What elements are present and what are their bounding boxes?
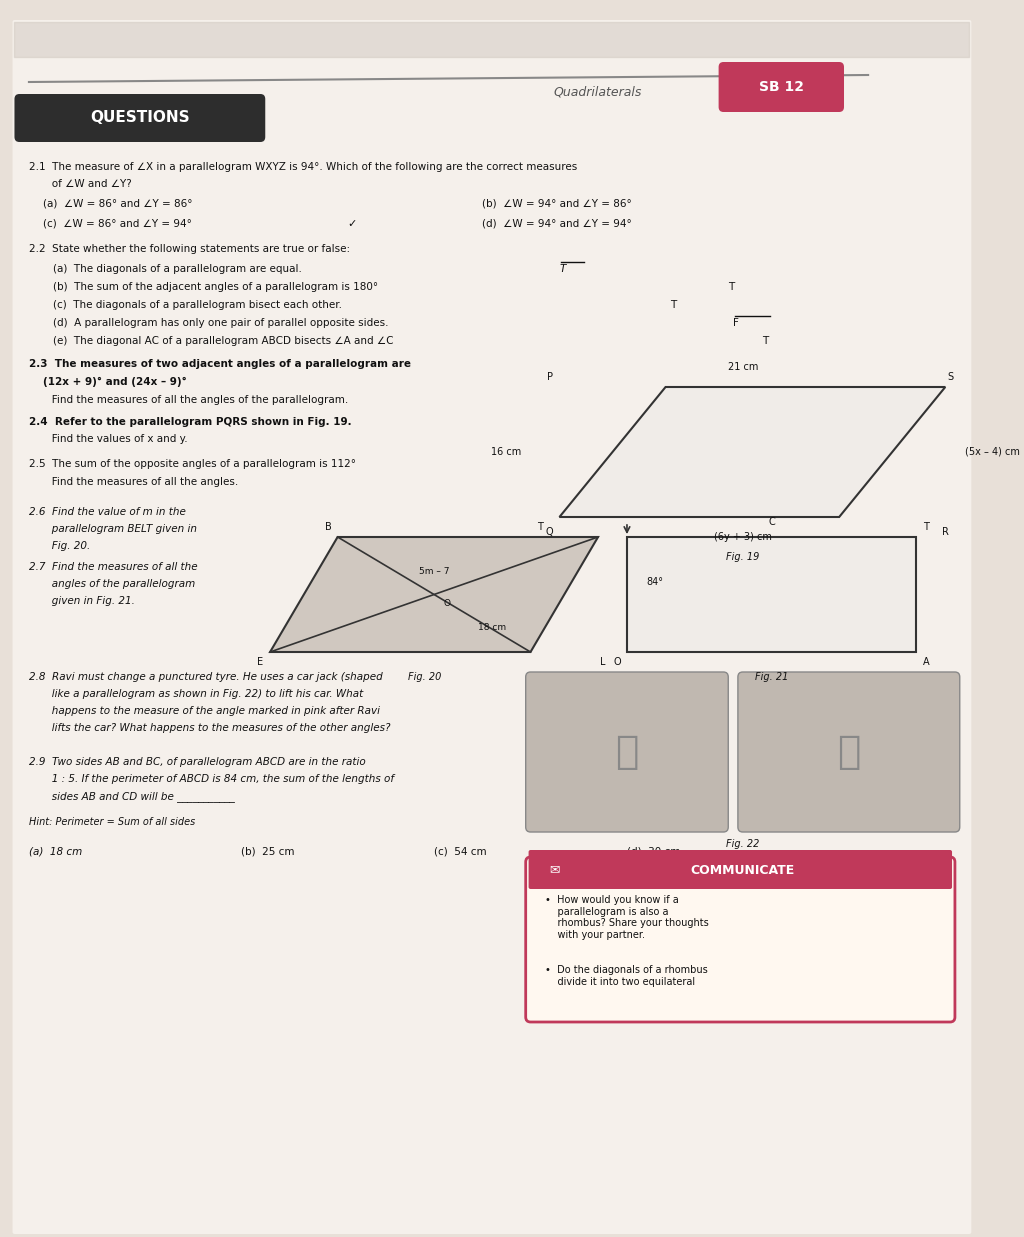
- Text: (5x – 4) cm: (5x – 4) cm: [965, 447, 1020, 456]
- Text: T: T: [671, 301, 677, 310]
- Text: 2.8  Ravi must change a punctured tyre. He uses a car jack (shaped: 2.8 Ravi must change a punctured tyre. H…: [29, 672, 383, 682]
- Text: 2.1  The measure of ∠X in a parallelogram WXYZ is 94°. Which of the following ar: 2.1 The measure of ∠X in a parallelogram…: [29, 162, 578, 172]
- Polygon shape: [820, 857, 878, 917]
- Text: given in Fig. 21.: given in Fig. 21.: [29, 596, 135, 606]
- Text: COMMUNICATE: COMMUNICATE: [690, 863, 795, 877]
- Text: ✉: ✉: [550, 863, 560, 877]
- Text: (b)  25 cm: (b) 25 cm: [241, 847, 295, 857]
- FancyBboxPatch shape: [738, 672, 959, 833]
- Text: 1 : 5. If the perimeter of ABCD is 84 cm, the sum of the lengths of: 1 : 5. If the perimeter of ABCD is 84 cm…: [29, 774, 394, 784]
- Text: 21 cm: 21 cm: [727, 362, 758, 372]
- Text: O: O: [443, 600, 451, 609]
- Text: (12x + 9)° and (24x – 9)°: (12x + 9)° and (24x – 9)°: [43, 377, 187, 387]
- FancyBboxPatch shape: [719, 62, 844, 113]
- Text: 2.9  Two sides AB and BC, of parallelogram ABCD are in the ratio: 2.9 Two sides AB and BC, of parallelogra…: [29, 757, 366, 767]
- Text: 84°: 84°: [646, 576, 664, 588]
- Text: E: E: [257, 657, 263, 667]
- Text: 🚗: 🚗: [615, 734, 639, 771]
- Text: Fig. 21: Fig. 21: [755, 672, 788, 682]
- FancyBboxPatch shape: [525, 857, 955, 1022]
- Text: (c)  The diagonals of a parallelogram bisect each other.: (c) The diagonals of a parallelogram bis…: [53, 301, 342, 310]
- Text: Fig. 20.: Fig. 20.: [29, 541, 90, 550]
- Text: (d)  30 cm: (d) 30 cm: [627, 847, 680, 857]
- Text: (e)  The diagonal AC of a parallelogram ABCD bisects ∠A and ∠C: (e) The diagonal AC of a parallelogram A…: [53, 336, 393, 346]
- Text: 2.7  Find the measures of all the: 2.7 Find the measures of all the: [29, 562, 198, 571]
- Text: O: O: [613, 657, 622, 667]
- Text: 5m – 7: 5m – 7: [419, 568, 450, 576]
- Text: angles of the parallelogram: angles of the parallelogram: [29, 579, 196, 589]
- Text: T: T: [923, 522, 929, 532]
- FancyBboxPatch shape: [12, 20, 972, 1235]
- Text: L: L: [600, 657, 605, 667]
- Text: SB 12: SB 12: [759, 80, 804, 94]
- Polygon shape: [627, 537, 916, 652]
- Text: ✓: ✓: [347, 219, 356, 229]
- Polygon shape: [270, 537, 598, 652]
- Text: 2.5  The sum of the opposite angles of a parallelogram is 112°: 2.5 The sum of the opposite angles of a …: [29, 459, 356, 469]
- Text: 🚗: 🚗: [838, 734, 860, 771]
- Text: (c)  ∠W = 86° and ∠Y = 94°: (c) ∠W = 86° and ∠Y = 94°: [43, 219, 193, 229]
- Text: Fig. 19: Fig. 19: [726, 552, 760, 562]
- Text: lifts the car? What happens to the measures of the other angles?: lifts the car? What happens to the measu…: [29, 722, 390, 734]
- Text: (d)  A parallelogram has only one pair of parallel opposite sides.: (d) A parallelogram has only one pair of…: [53, 318, 388, 328]
- Text: T: T: [762, 336, 768, 346]
- Text: C: C: [768, 517, 775, 527]
- FancyBboxPatch shape: [14, 94, 265, 142]
- Text: (d)  ∠W = 94° and ∠Y = 94°: (d) ∠W = 94° and ∠Y = 94°: [482, 219, 632, 229]
- Text: T: T: [538, 522, 543, 532]
- Text: (b)  ∠W = 94° and ∠Y = 86°: (b) ∠W = 94° and ∠Y = 86°: [482, 199, 632, 209]
- Text: Fig. 20: Fig. 20: [408, 672, 441, 682]
- Text: 2.6  Find the value of m in the: 2.6 Find the value of m in the: [29, 507, 185, 517]
- FancyBboxPatch shape: [525, 672, 728, 833]
- Text: of ∠W and ∠Y?: of ∠W and ∠Y?: [29, 179, 132, 189]
- Text: QUESTIONS: QUESTIONS: [90, 110, 189, 125]
- Text: T: T: [559, 263, 566, 275]
- Text: •  How would you know if a
    parallelogram is also a
    rhombus? Share your t: • How would you know if a parallelogram …: [545, 896, 709, 940]
- Text: (b)  The sum of the adjacent angles of a parallelogram is 180°: (b) The sum of the adjacent angles of a …: [53, 282, 378, 292]
- Text: 2.3  The measures of two adjacent angles of a parallelogram are: 2.3 The measures of two adjacent angles …: [29, 359, 411, 369]
- Text: T: T: [728, 282, 734, 292]
- Text: like a parallelogram as shown in Fig. 22) to lift his car. What: like a parallelogram as shown in Fig. 22…: [29, 689, 364, 699]
- Polygon shape: [559, 387, 945, 517]
- Text: (a)  18 cm: (a) 18 cm: [29, 847, 82, 857]
- Text: happens to the measure of the angle marked in pink after Ravi: happens to the measure of the angle mark…: [29, 706, 380, 716]
- Text: Q: Q: [546, 527, 554, 537]
- FancyBboxPatch shape: [528, 850, 952, 889]
- Text: Fig. 22: Fig. 22: [726, 839, 760, 849]
- Text: 18 cm: 18 cm: [478, 622, 506, 632]
- Text: 16 cm: 16 cm: [490, 447, 521, 456]
- Text: (a)  ∠W = 86° and ∠Y = 86°: (a) ∠W = 86° and ∠Y = 86°: [43, 199, 193, 209]
- Text: B: B: [325, 522, 332, 532]
- Text: F: F: [733, 318, 739, 328]
- Text: parallelogram BELT given in: parallelogram BELT given in: [29, 524, 197, 534]
- Text: Hint: Perimeter = Sum of all sides: Hint: Perimeter = Sum of all sides: [29, 816, 196, 828]
- Text: (a)  The diagonals of a parallelogram are equal.: (a) The diagonals of a parallelogram are…: [53, 263, 302, 275]
- Text: A: A: [923, 657, 930, 667]
- Text: (c)  54 cm: (c) 54 cm: [434, 847, 486, 857]
- Text: Find the values of x and y.: Find the values of x and y.: [29, 434, 187, 444]
- Text: 2.4  Refer to the parallelogram PQRS shown in Fig. 19.: 2.4 Refer to the parallelogram PQRS show…: [29, 417, 351, 427]
- Text: Find the measures of all the angles.: Find the measures of all the angles.: [29, 477, 239, 487]
- Text: S: S: [947, 372, 953, 382]
- Text: R: R: [942, 527, 948, 537]
- Text: (6y + 3) cm: (6y + 3) cm: [714, 532, 772, 542]
- Polygon shape: [598, 857, 656, 917]
- Text: •  Do the diagonals of a rhombus
    divide it into two equilateral: • Do the diagonals of a rhombus divide i…: [545, 965, 708, 987]
- Text: Find the measures of all the angles of the parallelogram.: Find the measures of all the angles of t…: [29, 395, 348, 404]
- Text: 2.2  State whether the following statements are true or false:: 2.2 State whether the following statemen…: [29, 244, 350, 254]
- Text: Quadrilaterals: Quadrilaterals: [554, 85, 642, 99]
- Text: sides AB and CD will be ___________: sides AB and CD will be ___________: [29, 790, 234, 802]
- Text: P: P: [547, 372, 553, 382]
